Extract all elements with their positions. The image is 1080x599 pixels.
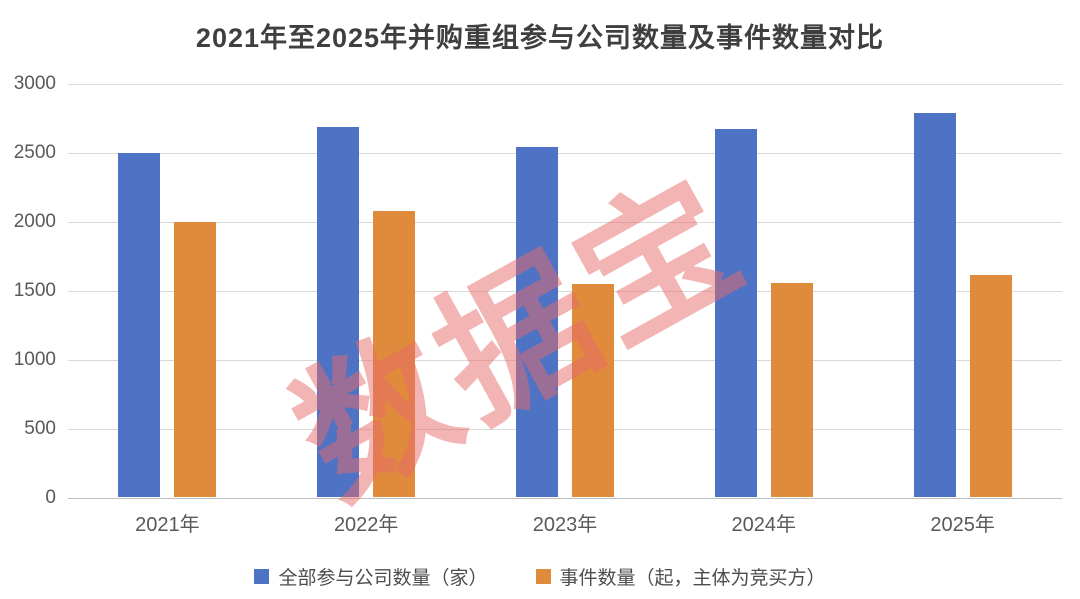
y-tick-label-2000: 2000: [13, 211, 56, 232]
legend-item-1: 全部参与公司数量（家）: [254, 563, 488, 590]
bar-2022年-series1: [317, 127, 360, 497]
legend-label: 全部参与公司数量（家）: [278, 568, 488, 589]
bar-2023年-series2: [572, 284, 614, 497]
x-tick-label-2021年: 2021年: [135, 514, 200, 536]
x-tick-label-2024年: 2024年: [731, 514, 797, 536]
chart-title: 2021年至2025年并购重组参与公司数量及事件数量对比: [195, 23, 885, 53]
bar-2025年-series2: [969, 274, 1012, 497]
legend-item-2: 事件数量（起，主体为竞买方）: [535, 563, 826, 590]
y-tick-label-1000: 1000: [13, 349, 56, 370]
bar-2023年-series1: [516, 147, 558, 497]
y-tick-label-0: 0: [45, 487, 56, 508]
bar-2022年-series2: [373, 211, 416, 497]
legend-swatch-icon: [254, 569, 270, 584]
y-tick-label-2500: 2500: [13, 142, 56, 163]
legend-swatch-icon: [535, 569, 551, 584]
plot-area: 数据宝: [68, 84, 1062, 529]
bar-2024年-series2: [770, 283, 813, 497]
gridline-2500: [68, 153, 1062, 154]
y-tick-label-1500: 1500: [13, 280, 56, 301]
gridline-1500: [68, 291, 1062, 292]
bar-2021年-series2: [174, 221, 217, 497]
legend: 全部参与公司数量（家） 事件数量（起，主体为竞买方）: [0, 563, 1080, 590]
gridline-1000: [68, 360, 1062, 361]
legend-label: 事件数量（起，主体为竞买方）: [559, 568, 826, 589]
x-tick-label-2022年: 2022年: [333, 514, 399, 536]
gridline-0: [68, 498, 1062, 499]
x-tick-label-2025年: 2025年: [930, 514, 995, 536]
bar-2021年-series1: [118, 152, 161, 497]
gridline-500: [68, 429, 1062, 430]
gridline-2000: [68, 222, 1062, 223]
y-tick-label-500: 500: [24, 418, 56, 439]
bar-2024年-series1: [714, 128, 757, 497]
y-tick-label-3000: 3000: [13, 73, 56, 94]
gridline-3000: [68, 84, 1062, 85]
bar-2025年-series1: [913, 113, 956, 497]
x-tick-label-2023年: 2023年: [532, 514, 598, 536]
